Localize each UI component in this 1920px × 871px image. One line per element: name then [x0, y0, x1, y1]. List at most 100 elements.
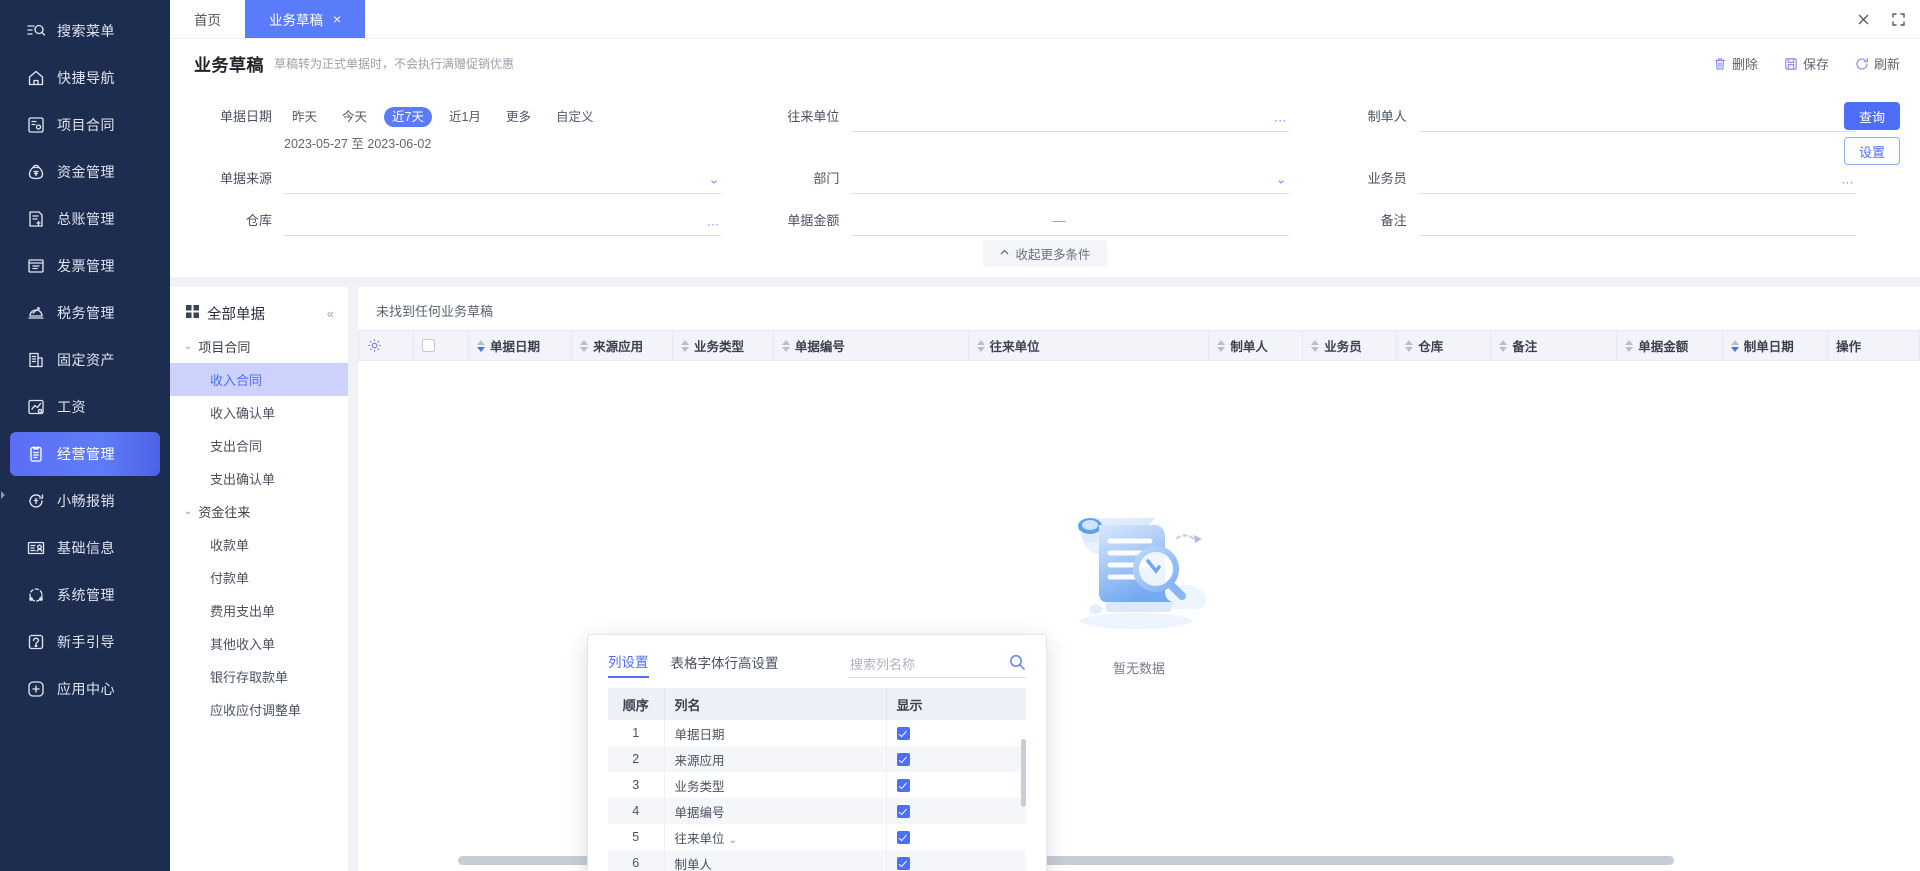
department-input[interactable]: ⌄ [851, 164, 1289, 194]
document-source-input[interactable]: ⌄ [284, 164, 722, 194]
sidebar-collapse-handle[interactable] [0, 482, 7, 508]
sort-toggle[interactable] [680, 339, 689, 352]
sort-toggle[interactable] [781, 339, 790, 352]
tree-item-1-1[interactable]: 付款单 [210, 571, 250, 586]
query-button[interactable]: 查询 [1844, 102, 1900, 130]
dialog-scrollbar-thumb[interactable] [1021, 739, 1026, 807]
sidebar-item-14[interactable]: 应用中心 [10, 667, 160, 711]
column-row[interactable]: 3 业务类型 [608, 772, 1026, 798]
sidebar-item-0[interactable]: 搜索菜单 [10, 9, 160, 53]
sidebar-item-9[interactable]: 经营管理 [10, 432, 160, 476]
date-chip-1[interactable]: 今天 [342, 110, 368, 124]
tab-1[interactable]: 业务草稿 × [245, 0, 366, 38]
sort-toggle[interactable] [1730, 339, 1739, 352]
sidebar-item-4[interactable]: 总账管理 [10, 197, 160, 241]
chevron-down-icon[interactable]: ⌄ [728, 834, 737, 846]
tab-0[interactable]: 首页 [170, 0, 245, 38]
document-amount-input[interactable]: — [851, 206, 1289, 236]
column-row[interactable]: 2 来源应用 [608, 746, 1026, 772]
sidebar-item-10[interactable]: 小畅报销 [10, 479, 160, 523]
header-action-2[interactable]: 刷新 [1855, 54, 1900, 73]
column-visible-checkbox[interactable] [896, 805, 910, 819]
table-column-header[interactable]: 制单日期 [1721, 330, 1829, 361]
table-column-header[interactable]: 业务类型 [671, 330, 774, 361]
ellipsis-icon[interactable]: … [1840, 171, 1854, 186]
sort-toggle[interactable] [1217, 339, 1226, 352]
header-action-0[interactable]: 删除 [1713, 54, 1758, 73]
sidebar-item-2[interactable]: 项目合同 [10, 103, 160, 147]
tree-item-0-1[interactable]: 收入确认单 [210, 406, 276, 421]
tree-item-1-5[interactable]: 应收应付调整单 [210, 703, 302, 718]
date-chip-2[interactable]: 近7天 [384, 107, 432, 127]
table-column-header[interactable]: 仓库 [1396, 330, 1492, 361]
sidebar-item-6[interactable]: 税务管理 [10, 291, 160, 335]
column-row[interactable]: 1 单据日期 [608, 720, 1026, 746]
salesperson-input[interactable]: … [1418, 164, 1856, 194]
sidebar-item-8[interactable]: 工资 [10, 385, 160, 429]
sort-toggle[interactable] [1405, 339, 1414, 352]
column-visible-checkbox[interactable] [896, 727, 910, 741]
tree-item-0-2[interactable]: 支出合同 [210, 439, 263, 454]
chevron-down-icon[interactable]: ⌄ [1275, 171, 1287, 186]
remark-input[interactable] [1418, 206, 1856, 236]
table-column-header[interactable]: 单据日期 [467, 330, 573, 361]
collapse-left-icon[interactable]: « [326, 306, 334, 321]
date-chip-5[interactable]: 自定义 [555, 110, 594, 124]
sort-toggle[interactable] [1625, 339, 1634, 352]
tree-item-1-3[interactable]: 其他收入单 [210, 637, 276, 652]
tree-group-0[interactable]: ⌄ 项目合同 [170, 330, 348, 363]
sidebar-item-3[interactable]: 资金管理 [10, 150, 160, 194]
tree-item-1-4[interactable]: 银行存取款单 [210, 670, 289, 685]
table-column-header[interactable]: 备注 [1490, 330, 1618, 361]
sidebar-item-12[interactable]: 系统管理 [10, 573, 160, 617]
sidebar-item-7[interactable]: 固定资产 [10, 338, 160, 382]
column-visible-checkbox[interactable] [896, 753, 910, 767]
tab-column-settings[interactable]: 列设置 [608, 651, 649, 678]
column-row[interactable]: 4 单据编号 [608, 798, 1026, 824]
tree-item-1-2[interactable]: 费用支出单 [210, 604, 276, 619]
counterparty-input[interactable]: … [851, 102, 1289, 132]
preparer-input[interactable]: ⌄ [1418, 102, 1856, 132]
tree-item-0-3[interactable]: 支出确认单 [210, 472, 276, 487]
sort-toggle[interactable] [976, 339, 985, 352]
collapse-filters-button[interactable]: 收起更多条件 [983, 240, 1107, 267]
header-action-1[interactable]: 保存 [1784, 54, 1829, 73]
tree-group-1[interactable]: ⌄ 资金往来 [170, 495, 348, 528]
tree-root-all-documents[interactable]: 全部单据 « [170, 297, 348, 330]
tree-item-0-0[interactable]: 收入合同 [170, 363, 348, 396]
tree-item-1-0[interactable]: 收款单 [210, 538, 250, 553]
chevron-down-icon[interactable]: ⌄ [708, 171, 720, 186]
horizontal-scrollbar[interactable] [358, 856, 1920, 865]
tab-font-rowheight-settings[interactable]: 表格字体行高设置 [670, 656, 779, 671]
table-column-header[interactable]: 单据编号 [772, 330, 969, 361]
column-visible-checkbox[interactable] [896, 779, 910, 793]
ellipsis-icon[interactable]: … [706, 213, 720, 228]
dialog-scrollbar[interactable] [1021, 739, 1026, 871]
column-visible-checkbox[interactable] [896, 857, 910, 871]
close-icon[interactable] [1856, 12, 1871, 27]
date-chip-4[interactable]: 更多 [505, 110, 531, 124]
date-chip-3[interactable]: 近1月 [448, 110, 481, 124]
select-all-checkbox[interactable] [422, 339, 435, 352]
sort-toggle[interactable] [477, 339, 485, 352]
settings-gear-icon[interactable] [367, 338, 382, 353]
maximize-icon[interactable] [1891, 12, 1906, 27]
table-column-header[interactable]: 往来单位 [967, 330, 1210, 361]
settings-button[interactable]: 设置 [1844, 137, 1900, 165]
table-column-header[interactable]: 制单人 [1208, 330, 1304, 361]
search-icon[interactable] [1009, 654, 1026, 674]
sidebar-item-11[interactable]: 基础信息 [10, 526, 160, 570]
sort-toggle[interactable] [1499, 339, 1508, 352]
sidebar-item-1[interactable]: 快捷导航 [10, 56, 160, 100]
sidebar-item-5[interactable]: 发票管理 [10, 244, 160, 288]
warehouse-input[interactable]: … [284, 206, 722, 236]
column-visible-checkbox[interactable] [896, 831, 910, 845]
ellipsis-icon[interactable]: … [1273, 109, 1287, 124]
table-column-header[interactable]: 业务员 [1302, 330, 1398, 361]
sort-toggle[interactable] [580, 339, 589, 352]
table-column-header[interactable]: 单据金额 [1616, 330, 1723, 361]
date-chip-0[interactable]: 昨天 [292, 110, 318, 124]
sort-toggle[interactable] [1311, 339, 1320, 352]
horizontal-scrollbar-thumb[interactable] [458, 856, 1674, 865]
table-column-header[interactable]: 来源应用 [571, 330, 673, 361]
